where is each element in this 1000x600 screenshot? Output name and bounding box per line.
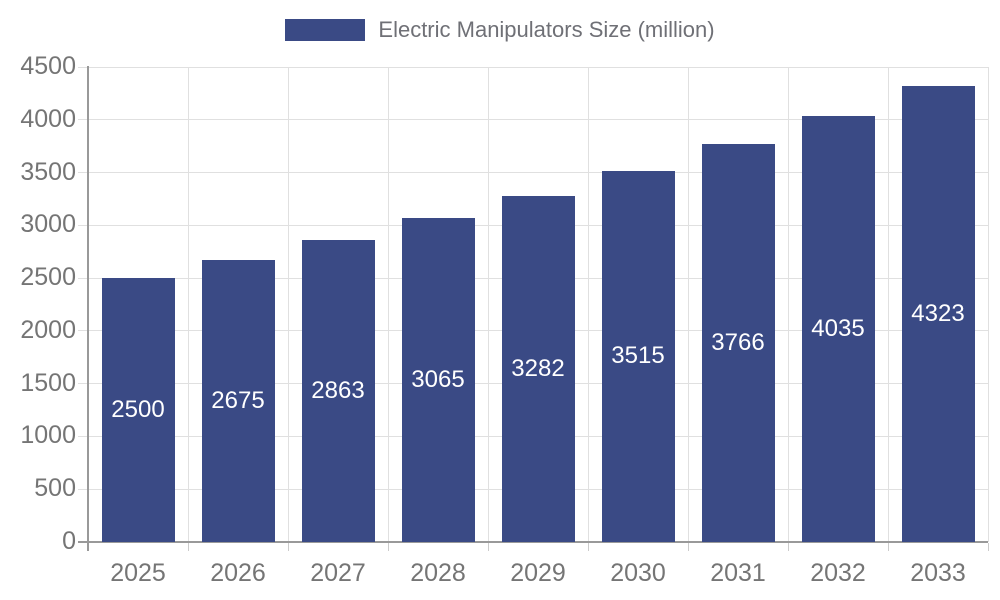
bar-2025[interactable] [101,278,175,542]
x-axis-tick [987,543,989,551]
gridline-vertical [987,67,989,542]
legend-label: Electric Manipulators Size (million) [378,17,715,42]
gridline-vertical [787,67,789,542]
bar-2031[interactable] [701,144,775,542]
bar-2030[interactable] [601,170,675,542]
bar-2029[interactable] [501,195,575,542]
x-axis-tick [787,543,789,551]
x-axis-tick [487,543,489,551]
y-tick-label: 2500 [20,263,76,292]
x-tick-label: 2032 [810,559,866,587]
bar-value-label: 3515 [611,342,665,370]
y-tick-label: 4500 [20,52,76,80]
x-tick-label: 2030 [610,559,666,587]
bar-value-label: 3282 [511,354,565,382]
x-tick-label: 2027 [310,559,366,587]
y-tick-label: 0 [62,527,76,555]
x-axis-tick [687,543,689,551]
bar-value-label: 3065 [411,366,465,394]
x-tick-label: 2028 [410,559,466,587]
y-tick-label: 3500 [20,157,76,186]
y-axis-line [87,66,89,551]
x-tick-label: 2025 [110,559,166,587]
gridline-vertical [887,67,889,542]
y-tick-label: 1000 [20,421,76,450]
x-axis-tick [287,543,289,551]
y-tick-label: 4000 [20,104,76,133]
gridline-horizontal [78,119,988,121]
y-tick-label: 500 [34,474,76,503]
bar-value-label: 4035 [811,315,865,343]
gridline-vertical [187,67,189,542]
bar-value-label: 3766 [711,329,765,357]
x-tick-label: 2029 [510,559,566,587]
y-tick-label: 3000 [20,210,76,239]
gridline-vertical [687,67,689,542]
y-tick-label: 1500 [20,368,76,397]
bar-2026[interactable] [201,259,275,542]
bar-2028[interactable] [401,218,475,542]
bar-value-label: 4323 [911,299,965,327]
x-tick-label: 2031 [710,559,766,587]
bar-value-label: 2500 [111,396,165,424]
bar-value-label: 2863 [311,376,365,404]
gridline-horizontal [78,172,988,174]
gridline-vertical [587,67,589,542]
bar-value-label: 2675 [211,386,265,414]
x-axis-tick [587,543,589,551]
gridline-vertical [487,67,489,542]
x-tick-label: 2026 [210,559,266,587]
bar-2032[interactable] [801,116,875,542]
legend-swatch [285,19,366,41]
x-axis-tick [887,543,889,551]
y-tick-label: 2000 [20,315,76,344]
x-axis-line [78,541,988,543]
x-tick-label: 2033 [910,559,966,587]
legend[interactable]: Electric Manipulators Size (million) [0,17,1000,43]
x-axis-tick [187,543,189,551]
gridline-vertical [287,67,289,542]
bar-2027[interactable] [301,239,375,542]
x-axis-tick [387,543,389,551]
gridline-vertical [387,67,389,542]
gridline-horizontal [78,66,988,68]
bar-2033[interactable] [901,85,975,542]
